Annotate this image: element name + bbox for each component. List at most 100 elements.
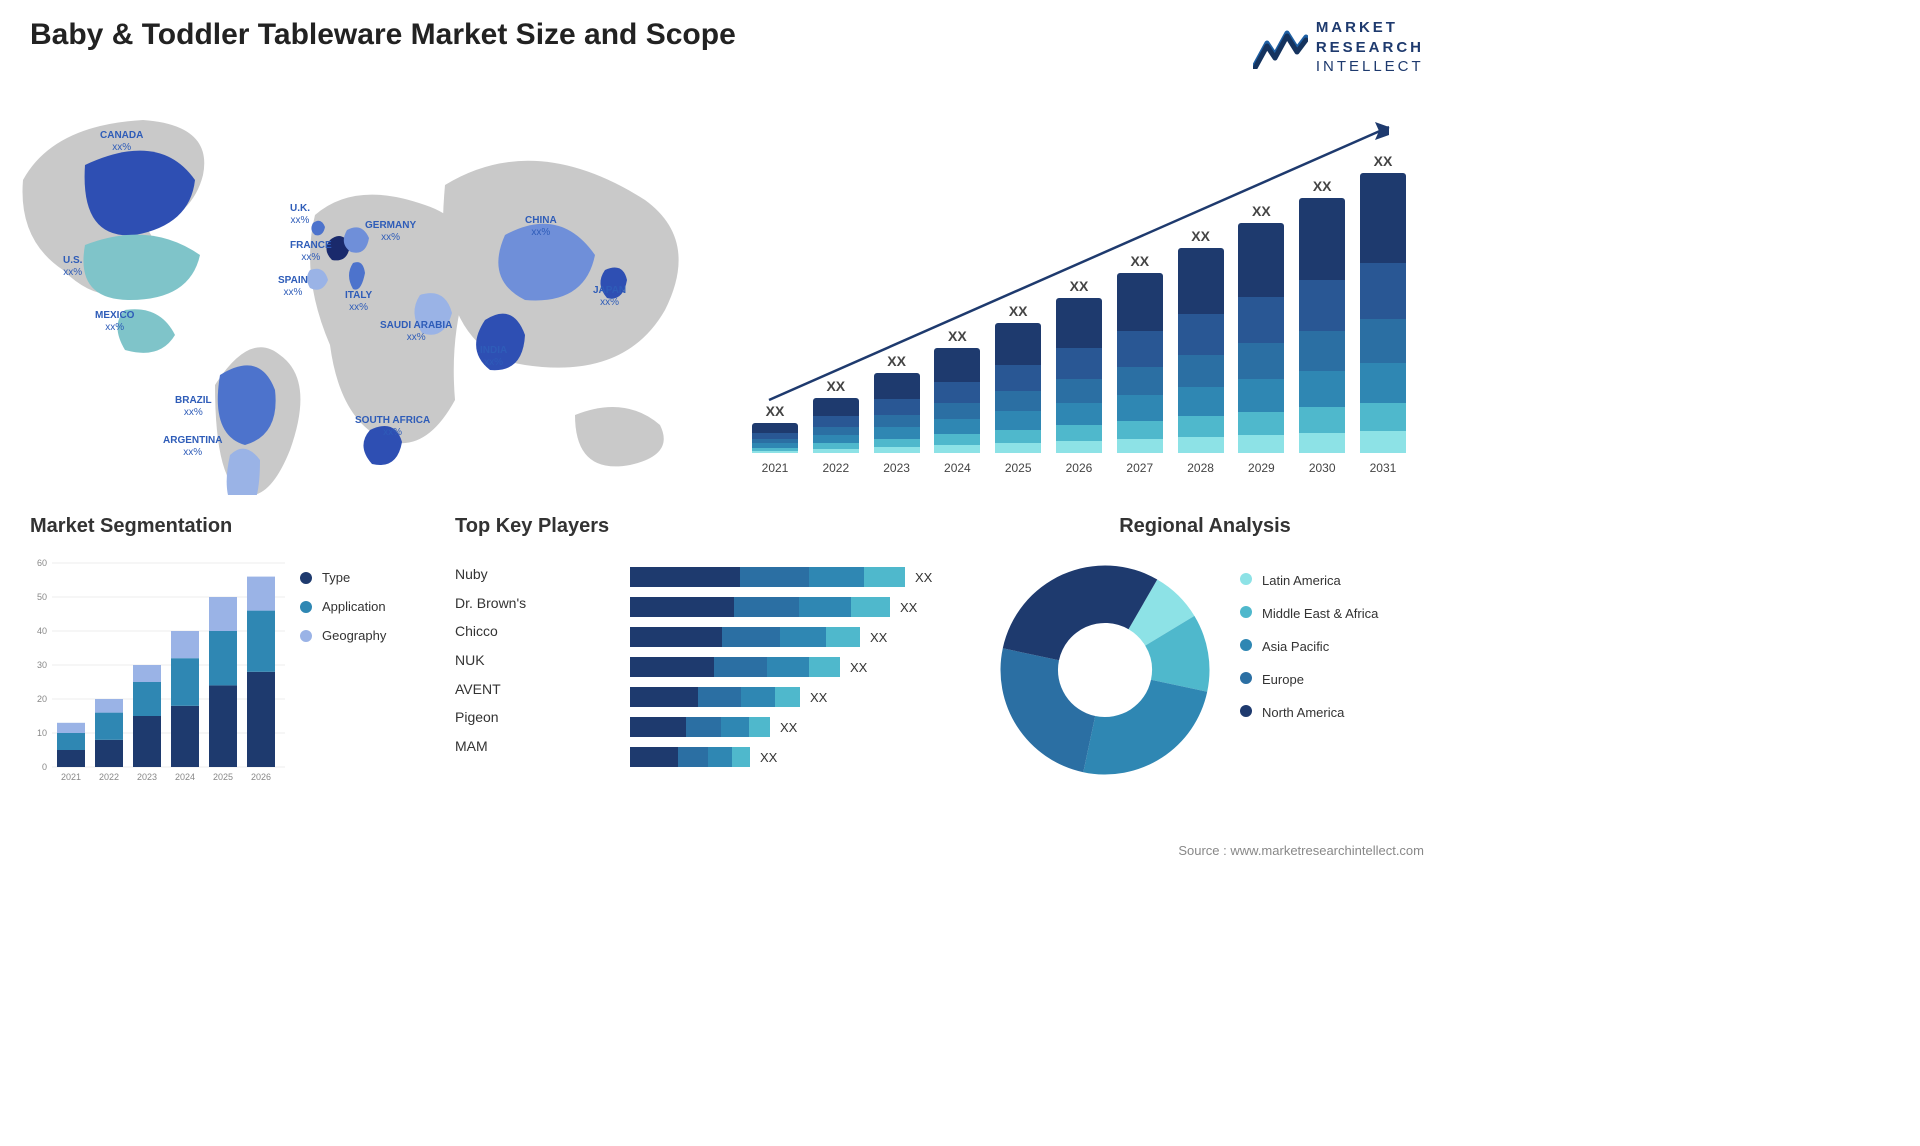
player-name: AVENT — [455, 675, 526, 704]
growth-bar — [995, 323, 1041, 453]
page-title: Baby & Toddler Tableware Market Size and… — [30, 18, 736, 52]
growth-bar — [1178, 248, 1224, 453]
growth-value-label: XX — [766, 403, 785, 419]
growth-value-label: XX — [1191, 228, 1210, 244]
legend-item: Geography — [300, 628, 386, 643]
svg-text:2021: 2021 — [61, 772, 81, 782]
legend-item: Middle East & Africa — [1240, 606, 1378, 621]
map-label: MEXICOxx% — [95, 310, 134, 334]
player-row: XX — [630, 623, 960, 651]
player-name: Chicco — [455, 617, 526, 646]
player-value-label: XX — [850, 660, 867, 675]
legend-label: Type — [322, 570, 350, 585]
logo-text-3: INTELLECT — [1316, 58, 1424, 75]
growth-bar — [1360, 173, 1406, 453]
brand-logo: MARKET RESEARCH INTELLECT — [1253, 18, 1424, 77]
svg-text:2025: 2025 — [213, 772, 233, 782]
map-label: SOUTH AFRICAxx% — [355, 415, 430, 439]
legend-item: Application — [300, 599, 386, 614]
logo-icon — [1253, 25, 1308, 69]
map-label: FRANCExx% — [290, 240, 332, 264]
segmentation-legend: Type Application Geography — [300, 570, 386, 657]
player-value-label: XX — [915, 570, 932, 585]
svg-text:2026: 2026 — [251, 772, 271, 782]
donut-slice — [1083, 680, 1207, 775]
player-name: Nuby — [455, 560, 526, 589]
segmentation-chart: 0102030405060202120222023202420252026 — [30, 555, 285, 785]
player-value-label: XX — [780, 720, 797, 735]
growth-year-label: 2023 — [871, 461, 923, 475]
regional-donut — [995, 560, 1215, 780]
donut-slice — [1003, 566, 1157, 661]
legend-dot — [1240, 606, 1252, 618]
growth-bar — [1117, 273, 1163, 453]
map-label: INDIAxx% — [480, 345, 507, 369]
growth-year-label: 2024 — [931, 461, 983, 475]
map-label: U.K.xx% — [290, 203, 310, 227]
legend-item: Type — [300, 570, 386, 585]
growth-bar — [813, 398, 859, 453]
growth-value-label: XX — [1130, 253, 1149, 269]
growth-year-label: 2029 — [1235, 461, 1287, 475]
map-label: CHINAxx% — [525, 215, 557, 239]
growth-bar — [752, 423, 798, 453]
growth-year-label: 2031 — [1357, 461, 1409, 475]
svg-text:2022: 2022 — [99, 772, 119, 782]
player-value-label: XX — [760, 750, 777, 765]
players-section: Top Key Players NubyDr. Brown'sChiccoNUK… — [455, 515, 975, 795]
legend-label: Asia Pacific — [1262, 639, 1329, 654]
growth-value-label: XX — [1313, 178, 1332, 194]
player-row: XX — [630, 563, 960, 591]
legend-label: Middle East & Africa — [1262, 606, 1378, 621]
legend-item: Latin America — [1240, 573, 1378, 588]
legend-label: North America — [1262, 705, 1344, 720]
growth-year-label: 2030 — [1296, 461, 1348, 475]
growth-bar — [1299, 198, 1345, 453]
regional-title: Regional Analysis — [1119, 515, 1291, 537]
donut-slice — [1001, 648, 1096, 772]
growth-year-label: 2027 — [1114, 461, 1166, 475]
player-row: XX — [630, 593, 960, 621]
legend-dot — [300, 630, 312, 642]
player-row: XX — [630, 653, 960, 681]
player-bar — [630, 687, 800, 707]
player-bar — [630, 627, 860, 647]
legend-dot — [1240, 573, 1252, 585]
player-row: XX — [630, 683, 960, 711]
legend-dot — [1240, 705, 1252, 717]
growth-value-label: XX — [1374, 153, 1393, 169]
player-row: XX — [630, 743, 960, 771]
growth-value-label: XX — [826, 378, 845, 394]
svg-text:50: 50 — [37, 592, 47, 602]
legend-item: Asia Pacific — [1240, 639, 1378, 654]
player-value-label: XX — [900, 600, 917, 615]
map-label: ITALYxx% — [345, 290, 372, 314]
svg-text:60: 60 — [37, 558, 47, 568]
source-attribution: Source : www.marketresearchintellect.com — [1178, 843, 1424, 858]
map-label: CANADAxx% — [100, 130, 143, 154]
growth-year-label: 2028 — [1175, 461, 1227, 475]
legend-label: Application — [322, 599, 386, 614]
growth-value-label: XX — [887, 353, 906, 369]
players-title: Top Key Players — [455, 515, 975, 538]
player-bar — [630, 717, 770, 737]
svg-text:0: 0 — [42, 762, 47, 772]
growth-bar — [934, 348, 980, 453]
growth-year-label: 2022 — [810, 461, 862, 475]
logo-text-1: MARKET — [1316, 19, 1398, 36]
growth-value-label: XX — [1252, 203, 1271, 219]
legend-dot — [300, 601, 312, 613]
legend-dot — [1240, 639, 1252, 651]
growth-value-label: XX — [1009, 303, 1028, 319]
player-bar — [630, 597, 890, 617]
growth-chart: XXXXXXXXXXXXXXXXXXXXXX 20212022202320242… — [749, 95, 1409, 475]
players-bars: XXXXXXXXXXXXXX — [630, 563, 960, 773]
players-list: NubyDr. Brown'sChiccoNUKAVENTPigeonMAM — [455, 560, 526, 761]
svg-text:20: 20 — [37, 694, 47, 704]
svg-text:2023: 2023 — [137, 772, 157, 782]
legend-label: Latin America — [1262, 573, 1341, 588]
svg-text:10: 10 — [37, 728, 47, 738]
player-name: NUK — [455, 646, 526, 675]
segmentation-section: Market Segmentation 01020304050602021202… — [30, 515, 440, 795]
player-name: MAM — [455, 732, 526, 761]
